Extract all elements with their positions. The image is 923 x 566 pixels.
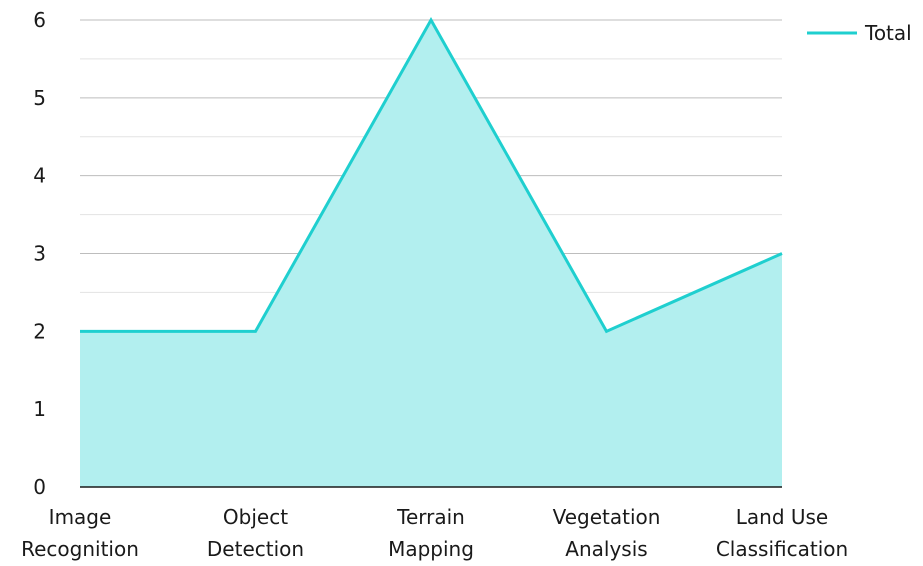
x-tick-label-line: Vegetation [553, 505, 661, 529]
x-tick-label-line: Detection [207, 537, 304, 561]
x-tick-label-line: Land Use [736, 505, 829, 529]
y-tick-label: 5 [33, 86, 46, 110]
y-tick-label: 6 [33, 8, 46, 32]
y-axis-tick-labels: 0 1 2 3 4 5 6 [33, 8, 46, 499]
x-tick-label-line: Analysis [565, 537, 647, 561]
y-tick-label: 1 [33, 397, 46, 421]
x-tick-label: Vegetation Analysis [553, 505, 661, 561]
y-tick-label: 0 [33, 475, 46, 499]
x-tick-label-line: Recognition [21, 537, 139, 561]
x-tick-label-line: Image [49, 505, 112, 529]
x-tick-label: Land Use Classification [716, 505, 848, 561]
x-tick-label: Image Recognition [21, 505, 139, 561]
x-tick-label-line: Classification [716, 537, 848, 561]
y-tick-label: 2 [33, 319, 46, 343]
legend: Total [807, 21, 912, 45]
legend-label-total: Total [864, 21, 912, 45]
x-tick-label: Object Detection [207, 505, 304, 561]
x-tick-label-line: Object [223, 505, 288, 529]
y-tick-label: 4 [33, 164, 46, 188]
x-tick-label-line: Terrain [396, 505, 465, 529]
y-tick-label: 3 [33, 242, 46, 266]
x-tick-label: Terrain Mapping [388, 505, 474, 561]
x-axis-tick-labels: Image Recognition Object Detection Terrain Ma… [21, 505, 848, 561]
x-tick-label-line: Mapping [388, 537, 474, 561]
